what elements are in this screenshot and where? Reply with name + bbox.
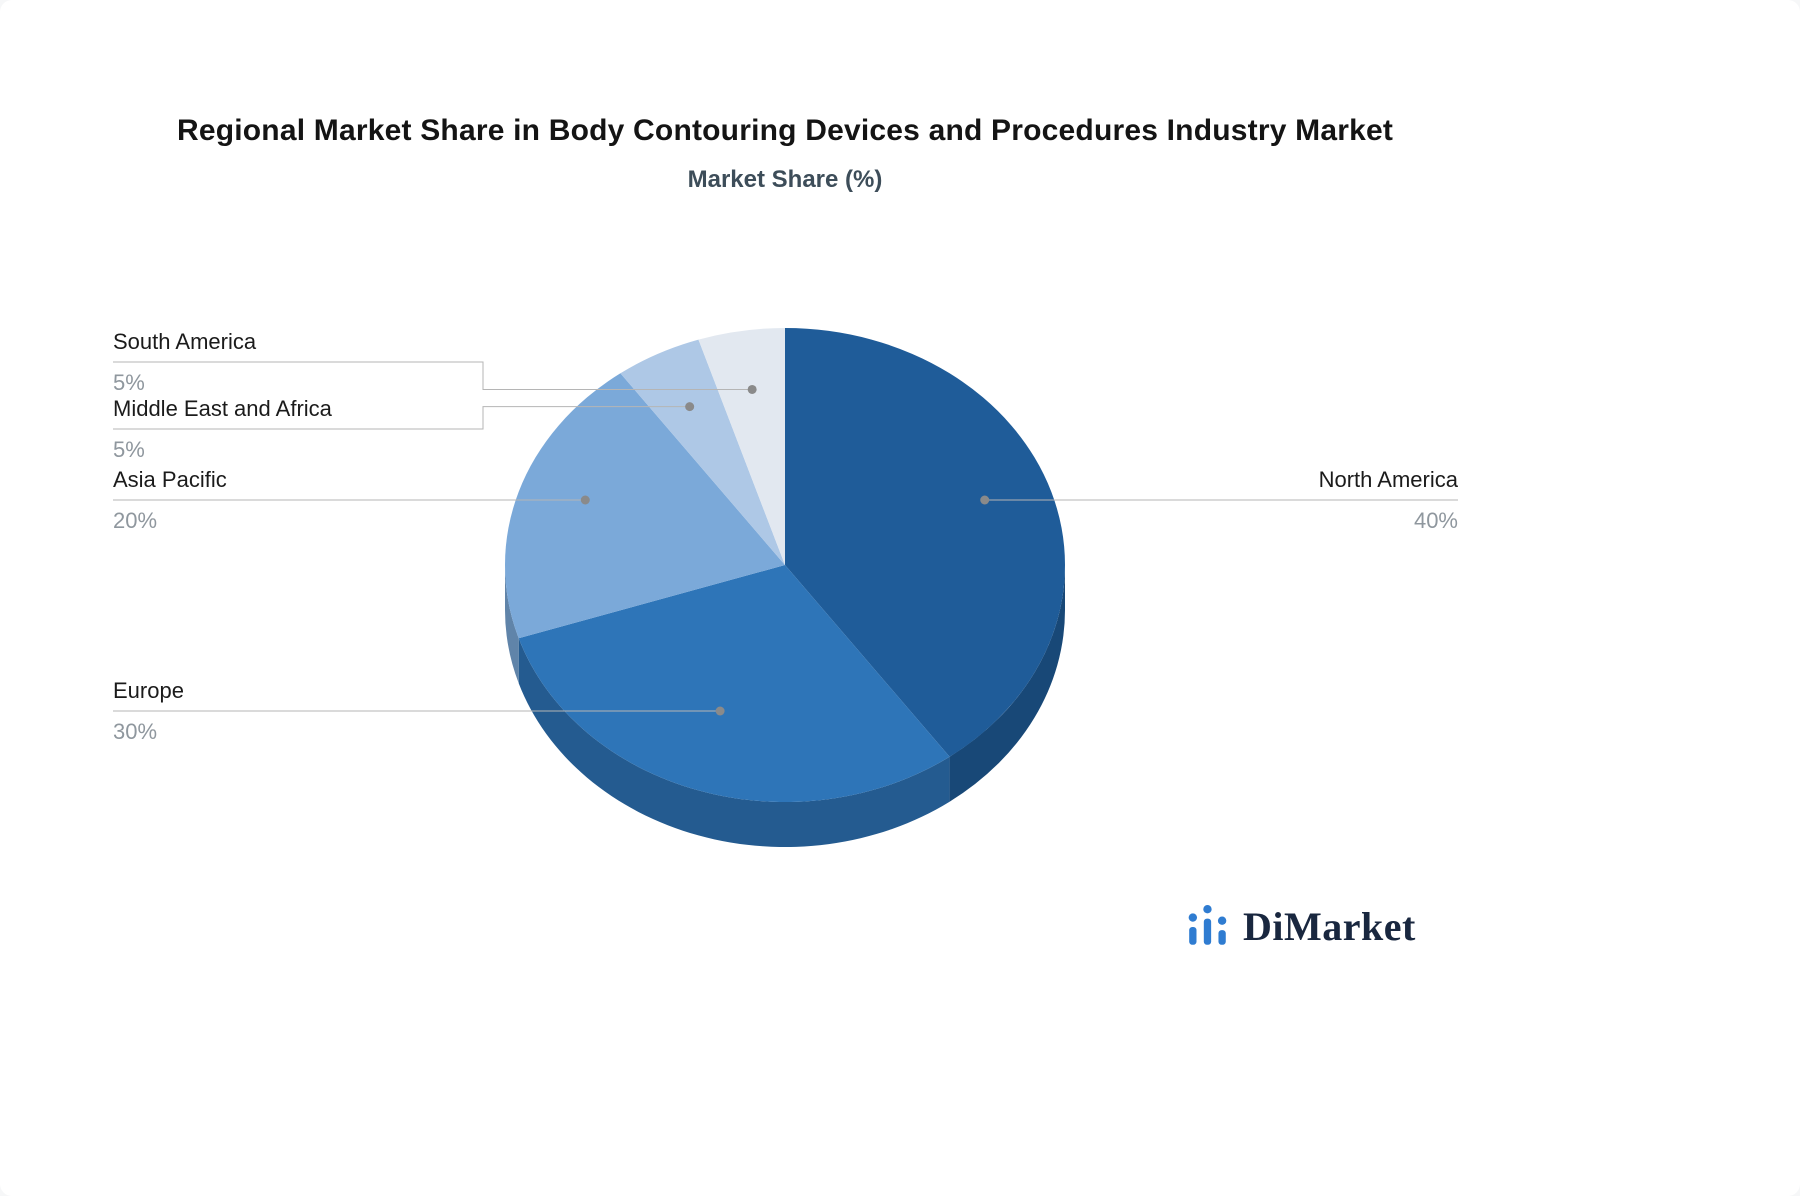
pie-slice-asia-pacific (505, 373, 785, 639)
pie-slice-south-america (698, 328, 785, 565)
dimarket-logo-icon (1188, 904, 1227, 945)
pie-slice-middle-east-and-africa (620, 339, 785, 565)
brand-logo: DiMarket (1185, 903, 1416, 950)
dimarket-logo-text: DiMarket (1243, 904, 1416, 949)
chart-title: Regional Market Share in Body Contouring… (176, 114, 1394, 147)
pie-slice-north-america (785, 328, 1065, 757)
pie-slice-side-asia-pacific (505, 565, 519, 684)
label-dot-asia-pacific (580, 495, 590, 505)
label-dot-europe (715, 706, 725, 716)
pie-slice-europe (518, 565, 950, 802)
label-line-south-america (113, 361, 753, 390)
pie-slice-side-europe (518, 638, 950, 847)
chart-subtitle: Market Share (%) (687, 166, 883, 193)
pie-slice-side-north-america (949, 565, 1065, 802)
label-dot-north-america (980, 495, 990, 505)
label-dot-middle-east-and-africa (685, 402, 695, 412)
label-line-middle-east-and-africa (113, 406, 690, 430)
label-dot-south-america (747, 384, 757, 394)
